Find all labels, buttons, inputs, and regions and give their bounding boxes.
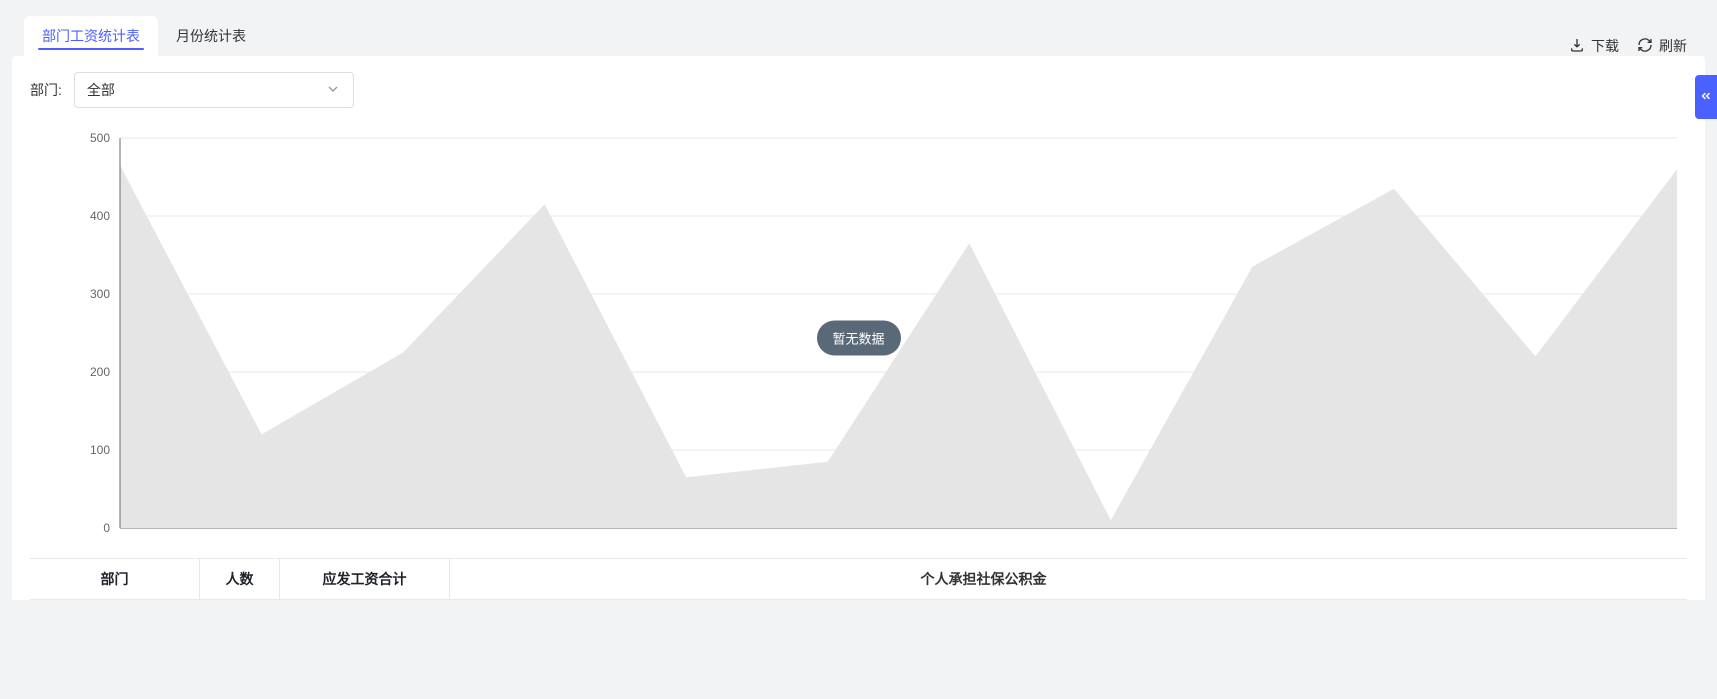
svg-text:100: 100 <box>90 443 110 457</box>
tab-month-stats[interactable]: 月份统计表 <box>158 16 264 56</box>
refresh-label: 刷新 <box>1659 36 1687 56</box>
svg-text:400: 400 <box>90 209 110 223</box>
no-data-badge: 暂无数据 <box>816 321 900 356</box>
th-group-personal-insurance: 个人承担社保公积金 <box>450 559 1517 600</box>
content-card: 部门: 全部 0 100 200 300 400 500 暂无数据 部门 人数 应发工资合… <box>12 56 1705 600</box>
table-head: 部门 人数 应发工资合计 个人承担社保公积金 <box>30 559 1687 600</box>
svg-text:0: 0 <box>103 521 110 535</box>
select-value: 全部 <box>87 80 325 100</box>
download-button[interactable]: 下载 <box>1569 36 1619 56</box>
salary-chart: 0 100 200 300 400 500 暂无数据 <box>30 128 1687 548</box>
toolbar-actions: 下载 刷新 <box>1569 36 1705 56</box>
svg-text:500: 500 <box>90 131 110 145</box>
chevron-down-icon <box>325 81 341 100</box>
th-department: 部门 <box>30 559 200 600</box>
tab-bar: 部门工资统计表 月份统计表 下载 刷新 <box>12 12 1705 56</box>
filter-row: 部门: 全部 <box>30 72 1687 108</box>
th-group-label: 个人承担社保公积金 <box>450 559 1517 600</box>
salary-table: 部门 人数 应发工资合计 个人承担社保公积金 <box>30 558 1687 600</box>
filter-label: 部门: <box>30 80 62 100</box>
refresh-button[interactable]: 刷新 <box>1637 36 1687 56</box>
th-headcount: 人数 <box>200 559 280 600</box>
chevrons-left-icon <box>1699 89 1713 106</box>
department-select[interactable]: 全部 <box>74 72 354 108</box>
svg-text:200: 200 <box>90 365 110 379</box>
tab-department-salary[interactable]: 部门工资统计表 <box>24 16 158 56</box>
collapse-side-button[interactable] <box>1695 75 1717 119</box>
tab-label: 月份统计表 <box>176 28 246 44</box>
svg-text:300: 300 <box>90 287 110 301</box>
tab-label: 部门工资统计表 <box>42 28 140 44</box>
download-label: 下载 <box>1591 36 1619 56</box>
refresh-icon <box>1637 37 1653 56</box>
th-trailing <box>1517 559 1687 600</box>
th-gross-salary: 应发工资合计 <box>280 559 450 600</box>
download-icon <box>1569 37 1585 56</box>
tabs: 部门工资统计表 月份统计表 <box>12 16 264 56</box>
